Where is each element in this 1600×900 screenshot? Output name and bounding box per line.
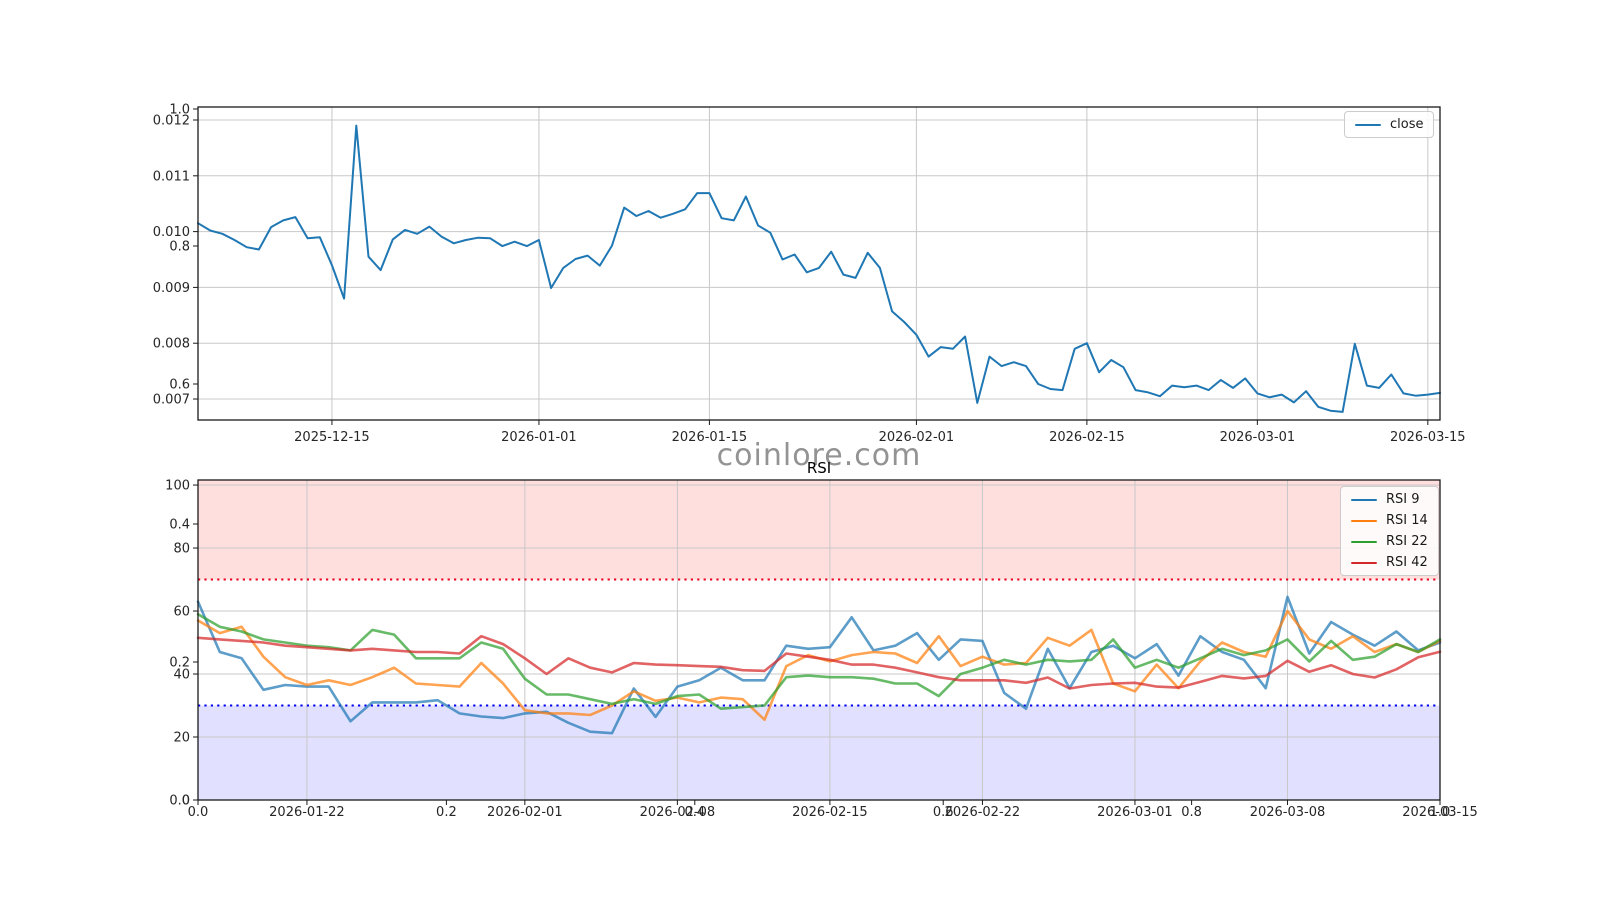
legend-item-rsi14[interactable]: RSI 14 bbox=[1351, 513, 1428, 528]
svg-text:2026-02-22: 2026-02-22 bbox=[945, 805, 1021, 820]
svg-text:0.4: 0.4 bbox=[684, 805, 705, 820]
svg-text:2026-02-01: 2026-02-01 bbox=[879, 430, 955, 445]
svg-text:0.007: 0.007 bbox=[153, 393, 190, 408]
legend-item-rsi22[interactable]: RSI 22 bbox=[1351, 534, 1428, 549]
svg-text:2026-01-15: 2026-01-15 bbox=[672, 430, 748, 445]
legend-item-close[interactable]: close bbox=[1355, 117, 1423, 132]
series-line-rsi-22 bbox=[196, 612, 1442, 711]
svg-text:2026-02-15: 2026-02-15 bbox=[792, 805, 868, 820]
svg-text:2026-02-08: 2026-02-08 bbox=[640, 805, 716, 820]
rsi22-line-swatch-icon bbox=[1351, 540, 1377, 543]
legend-item-rsi42[interactable]: RSI 42 bbox=[1351, 555, 1428, 570]
svg-text:0.8: 0.8 bbox=[1181, 805, 1202, 820]
watermark: coinlore.com bbox=[716, 438, 922, 473]
svg-text:2026-02-15: 2026-02-15 bbox=[1049, 430, 1125, 445]
svg-text:2026-03-15: 2026-03-15 bbox=[1402, 805, 1478, 820]
svg-text:60: 60 bbox=[173, 605, 190, 620]
series-line-rsi-42 bbox=[196, 634, 1442, 690]
svg-text:20: 20 bbox=[173, 731, 190, 746]
legend-label: close bbox=[1390, 117, 1424, 132]
svg-text:0.011: 0.011 bbox=[153, 169, 190, 184]
svg-text:0.2: 0.2 bbox=[169, 656, 190, 671]
rsi-legend[interactable]: RSI 9 RSI 14 RSI 22 RSI 42 bbox=[1340, 486, 1439, 576]
svg-text:2026-01-22: 2026-01-22 bbox=[269, 805, 345, 820]
legend-label: RSI 14 bbox=[1386, 513, 1428, 528]
chart-rsi: 2026-01-22 2026-02-01 2026-02-08 2026-02-15… bbox=[165, 479, 1478, 820]
svg-text:2026-03-15: 2026-03-15 bbox=[1390, 430, 1466, 445]
overbought-band bbox=[198, 480, 1440, 580]
svg-text:0.0: 0.0 bbox=[188, 805, 209, 820]
svg-text:0.4: 0.4 bbox=[169, 518, 190, 533]
svg-text:1.0: 1.0 bbox=[1430, 805, 1451, 820]
svg-text:80: 80 bbox=[173, 542, 190, 557]
close-line-swatch-icon bbox=[1355, 123, 1381, 126]
svg-text:0.8: 0.8 bbox=[169, 240, 190, 255]
rsi-panel-title: RSI bbox=[806, 459, 832, 477]
svg-text:0.010: 0.010 bbox=[153, 225, 190, 240]
price-legend[interactable]: close bbox=[1344, 111, 1435, 138]
svg-text:2026-03-01: 2026-03-01 bbox=[1220, 430, 1296, 445]
legend-label: RSI 22 bbox=[1386, 534, 1428, 549]
svg-text:2026-02-01: 2026-02-01 bbox=[487, 805, 563, 820]
svg-text:2026-01-01: 2026-01-01 bbox=[501, 430, 577, 445]
legend-label: RSI 42 bbox=[1386, 555, 1428, 570]
svg-text:40: 40 bbox=[173, 668, 190, 683]
oversold-band bbox=[198, 705, 1440, 800]
svg-text:2025-12-15: 2025-12-15 bbox=[294, 430, 370, 445]
svg-text:2026-03-08: 2026-03-08 bbox=[1250, 805, 1326, 820]
overlay-axis-labels: 1.0 0.8 0.6 0.4 0.2 0.00.0 0.2 0.4 0.6 0.8 1.0 bbox=[169, 103, 1450, 821]
rsi14-line-swatch-icon bbox=[1351, 519, 1377, 522]
svg-text:1.0: 1.0 bbox=[169, 103, 190, 118]
svg-text:0.6: 0.6 bbox=[933, 805, 954, 820]
rsi9-line-swatch-icon bbox=[1351, 498, 1377, 501]
legend-label: RSI 9 bbox=[1386, 492, 1420, 507]
svg-text:2026-03-01: 2026-03-01 bbox=[1097, 805, 1173, 820]
svg-text:0.008: 0.008 bbox=[153, 337, 190, 352]
rsi42-line-swatch-icon bbox=[1351, 561, 1377, 564]
svg-text:100: 100 bbox=[165, 479, 190, 494]
svg-text:0.6: 0.6 bbox=[169, 378, 190, 393]
svg-text:0.0: 0.0 bbox=[169, 794, 190, 809]
svg-text:0.009: 0.009 bbox=[153, 281, 190, 296]
chart-price: 2025-12-15 2026-01-01 2026-01-15 2026-02-01… bbox=[153, 106, 1466, 445]
svg-text:0: 0 bbox=[182, 794, 190, 809]
series-line-rsi-9 bbox=[196, 595, 1442, 735]
legend-item-rsi9[interactable]: RSI 9 bbox=[1351, 492, 1428, 507]
svg-text:0.012: 0.012 bbox=[153, 114, 190, 129]
series-line-close bbox=[197, 124, 1441, 413]
svg-text:0.2: 0.2 bbox=[436, 805, 457, 820]
